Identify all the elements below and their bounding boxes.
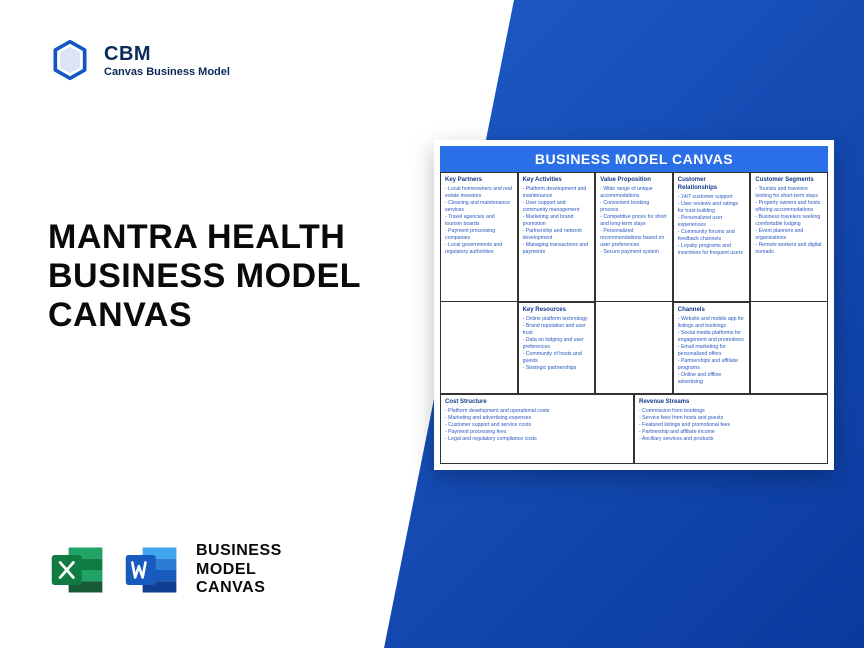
cell-cost-structure: Cost Structure Platform development and … [440,394,634,464]
cell-key-resources: Key Resources Online platform technology… [518,302,596,394]
brand-abbr: CBM [104,43,230,66]
page-title: MANTRA HEALTH BUSINESS MODEL CANVAS [48,218,428,335]
cell-key-partners: Key Partners Local homeowners and real e… [440,172,518,302]
canvas-preview: BUSINESS MODEL CANVAS Key Partners Local… [434,140,834,470]
footer-apps: BUSINESS MODEL CANVAS [48,540,282,600]
cell-value-proposition: Value Proposition Wide range of unique a… [595,172,673,302]
cell-customer-relationships: Customer Relationships 24/7 customer sup… [673,172,751,302]
cell-channels: Channels Website and mobile app for list… [673,302,751,394]
cell-blank-2 [595,302,673,394]
excel-icon [48,540,108,600]
cell-key-activities: Key Activities Platform development and … [518,172,596,302]
brand-name: Canvas Business Model [104,66,230,78]
cell-customer-segments: Customer Segments Tourists and travelers… [750,172,828,302]
brand-logo-icon [48,38,92,82]
footer-label: BUSINESS MODEL CANVAS [196,542,282,597]
cell-revenue-streams: Revenue Streams Commission from bookings… [634,394,828,464]
brand-logo-block: CBM Canvas Business Model [48,38,230,82]
cell-blank-1 [440,302,518,394]
canvas-title: BUSINESS MODEL CANVAS [440,146,828,172]
word-icon [122,540,182,600]
cell-blank-3 [750,302,828,394]
